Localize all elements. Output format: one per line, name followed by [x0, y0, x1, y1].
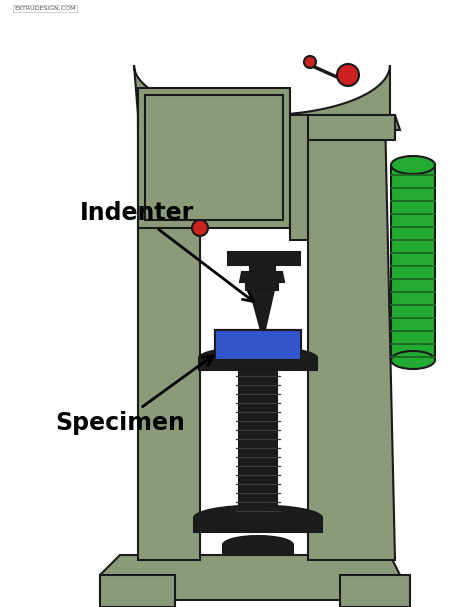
Polygon shape [138, 115, 200, 560]
Polygon shape [134, 65, 390, 115]
Polygon shape [290, 115, 395, 140]
Polygon shape [308, 115, 395, 560]
Polygon shape [240, 272, 284, 290]
Polygon shape [228, 252, 300, 272]
Polygon shape [290, 115, 308, 240]
Bar [239, 370, 277, 515]
Polygon shape [138, 115, 400, 130]
Bar [223, 545, 293, 555]
Text: Specimen: Specimen [55, 356, 213, 435]
Ellipse shape [199, 347, 317, 369]
Polygon shape [100, 555, 405, 600]
Ellipse shape [192, 220, 208, 236]
Ellipse shape [337, 64, 359, 86]
Ellipse shape [391, 156, 435, 174]
Bar [215, 330, 301, 360]
Polygon shape [250, 290, 274, 338]
Ellipse shape [391, 351, 435, 369]
Text: EXTRUDESIGN.COM: EXTRUDESIGN.COM [14, 6, 75, 11]
Polygon shape [391, 165, 435, 360]
Ellipse shape [304, 56, 316, 68]
Bar [145, 95, 283, 220]
Text: Indenter: Indenter [80, 201, 253, 302]
Ellipse shape [223, 536, 293, 554]
Bar [215, 330, 301, 340]
Ellipse shape [194, 506, 322, 531]
Bar [199, 358, 317, 370]
Bar [194, 518, 322, 532]
Polygon shape [100, 575, 175, 607]
Bar [138, 88, 290, 228]
Bar [215, 330, 301, 360]
Polygon shape [340, 575, 410, 607]
